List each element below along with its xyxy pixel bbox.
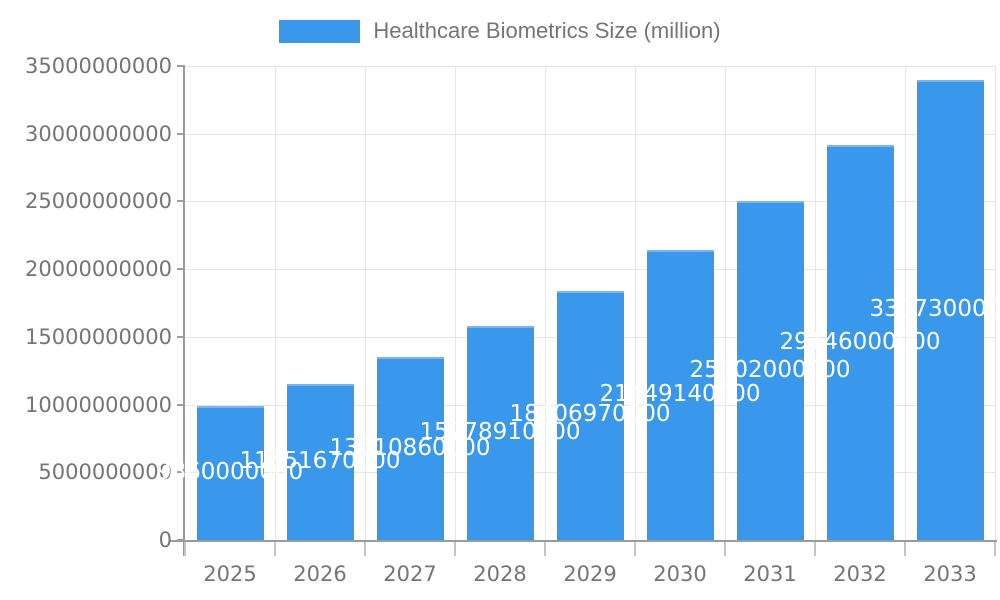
y-axis-tick-label: 15000000000 <box>25 324 172 349</box>
y-axis-tick-label: 10000000000 <box>25 392 172 417</box>
bar-value-label: 15778910000 <box>419 419 581 446</box>
y-gridline <box>185 201 995 203</box>
x-tick-mark <box>724 542 726 556</box>
chart-legend[interactable]: Healthcare Biometrics Size (million) <box>0 18 1000 44</box>
bar-2029[interactable] <box>556 290 624 540</box>
bar-value-label: 9860000000 <box>156 459 304 486</box>
y-gridline <box>185 66 995 67</box>
bar-2025[interactable] <box>196 406 264 540</box>
y-axis-tick-label: 30000000000 <box>25 121 172 146</box>
y-tick-mark <box>177 471 185 474</box>
x-gridline <box>995 66 996 540</box>
y-axis-line <box>183 66 185 556</box>
x-tick-mark <box>184 542 186 556</box>
y-axis-tick-label: 35000000000 <box>25 54 172 78</box>
x-tick-mark <box>364 542 366 556</box>
y-axis-tick-label: 25000000000 <box>25 189 172 214</box>
bar-2028[interactable] <box>466 326 534 540</box>
x-axis-tick-label: 2028 <box>473 562 527 586</box>
y-tick-mark <box>177 403 185 406</box>
x-axis-tick-label: 2027 <box>383 562 437 586</box>
x-gridline <box>545 66 546 540</box>
y-tick-mark <box>177 335 185 338</box>
bar-2031[interactable] <box>736 201 804 540</box>
legend-label: Healthcare Biometrics Size (million) <box>373 18 721 43</box>
x-tick-mark <box>274 542 276 556</box>
y-gridline <box>185 269 995 271</box>
y-axis-tick-label: 0 <box>158 528 172 552</box>
y-axis-tick-label: 20000000000 <box>25 257 172 282</box>
x-gridline <box>815 66 816 540</box>
x-axis-tick-label: 2030 <box>653 562 707 586</box>
y-axis-tick-label: 5000000000 <box>38 460 172 485</box>
bar-2026[interactable] <box>286 383 354 540</box>
bar-value-label: 25002000000 <box>689 356 851 383</box>
x-tick-mark <box>814 542 816 556</box>
bar-2027[interactable] <box>376 357 444 540</box>
x-tick-mark <box>994 542 996 556</box>
x-gridline <box>275 66 276 540</box>
x-gridline <box>455 66 456 540</box>
x-axis-tick-label: 2026 <box>293 562 347 586</box>
x-axis-tick-label: 2031 <box>743 562 797 586</box>
bar-2030[interactable] <box>646 249 714 540</box>
bar-value-label: 21449140000 <box>599 380 761 407</box>
x-axis-line <box>170 540 997 542</box>
bar-value-label: 11551670000 <box>239 447 401 474</box>
x-gridline <box>635 66 636 540</box>
bar-value-label: 13510860000 <box>329 434 491 461</box>
x-tick-mark <box>454 542 456 556</box>
bar-value-label: 33973000000 <box>869 295 1000 322</box>
x-gridline <box>905 66 906 540</box>
bar-2032[interactable] <box>826 145 894 540</box>
x-axis-tick-label: 2033 <box>923 562 977 586</box>
x-tick-mark <box>544 542 546 556</box>
y-tick-mark <box>177 200 185 203</box>
x-axis-tick-label: 2025 <box>203 562 257 586</box>
bar-value-label: 29146000000 <box>779 328 941 355</box>
y-tick-mark <box>177 65 185 67</box>
y-gridline <box>185 133 995 135</box>
y-tick-mark <box>177 268 185 271</box>
x-tick-mark <box>634 542 636 556</box>
x-axis-tick-label: 2029 <box>563 562 617 586</box>
bar-value-label: 18406970000 <box>509 401 671 428</box>
legend-swatch-icon <box>279 19 361 43</box>
x-tick-mark <box>904 542 906 556</box>
y-tick-mark <box>177 132 185 135</box>
x-gridline <box>365 66 366 540</box>
x-axis-tick-label: 2032 <box>833 562 887 586</box>
x-gridline <box>725 66 726 540</box>
bar-2033[interactable] <box>916 79 984 540</box>
